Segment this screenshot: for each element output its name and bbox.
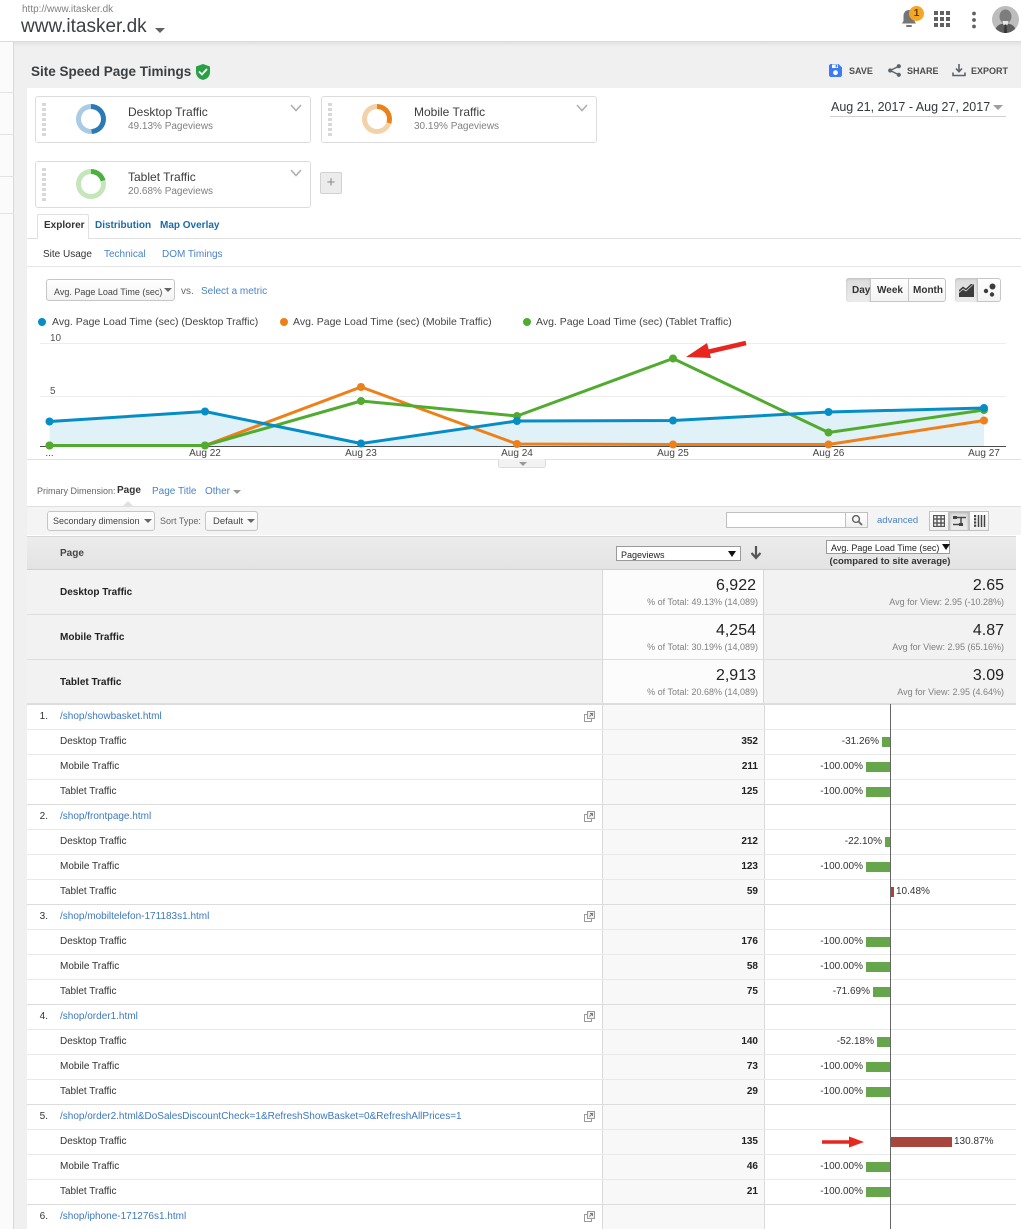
svg-text:5: 5 [50,386,56,397]
svg-text:10: 10 [50,333,62,344]
